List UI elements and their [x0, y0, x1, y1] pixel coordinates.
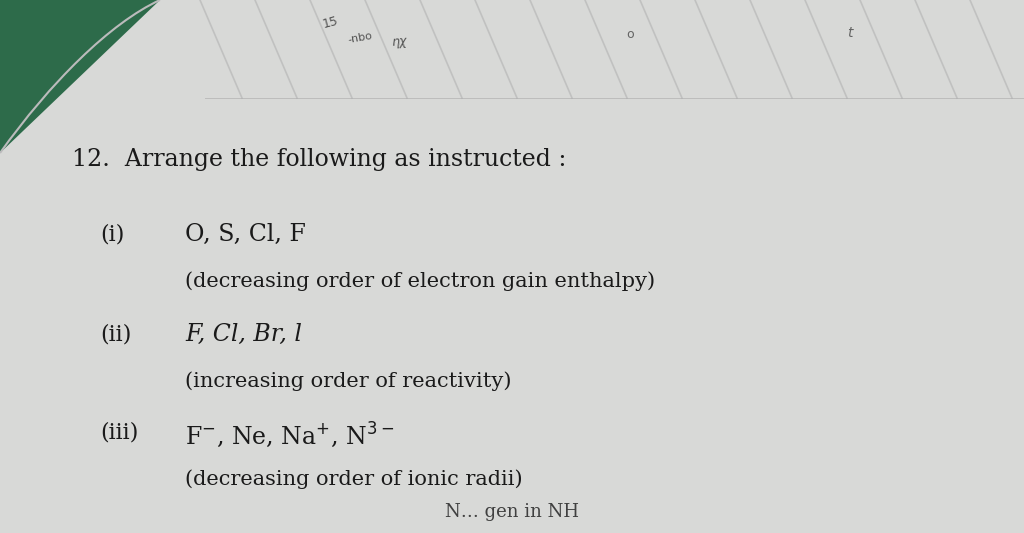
Text: o: o — [627, 28, 634, 42]
Text: 15: 15 — [321, 15, 339, 31]
Text: -nbo: -nbo — [347, 31, 373, 45]
Text: (decreasing order of ionic radii): (decreasing order of ionic radii) — [185, 469, 522, 489]
Text: t: t — [847, 26, 853, 40]
Text: $\eta\chi$: $\eta\chi$ — [390, 35, 410, 51]
Text: 12.  Arrange the following as instructed :: 12. Arrange the following as instructed … — [72, 148, 566, 171]
Text: F$^{-}$, Ne, Na$^{+}$, N$^{3-}$: F$^{-}$, Ne, Na$^{+}$, N$^{3-}$ — [185, 421, 394, 450]
Polygon shape — [0, 0, 160, 153]
Text: (i): (i) — [100, 223, 124, 245]
Text: N… gen in NH: N… gen in NH — [445, 503, 579, 521]
Text: (iii): (iii) — [100, 421, 138, 443]
Text: (ii): (ii) — [100, 323, 131, 345]
Text: F, Cl, Br, l: F, Cl, Br, l — [185, 323, 302, 346]
Text: (decreasing order of electron gain enthalpy): (decreasing order of electron gain entha… — [185, 271, 655, 290]
Text: (increasing order of reactivity): (increasing order of reactivity) — [185, 371, 512, 391]
Text: O, S, Cl, F: O, S, Cl, F — [185, 223, 306, 246]
